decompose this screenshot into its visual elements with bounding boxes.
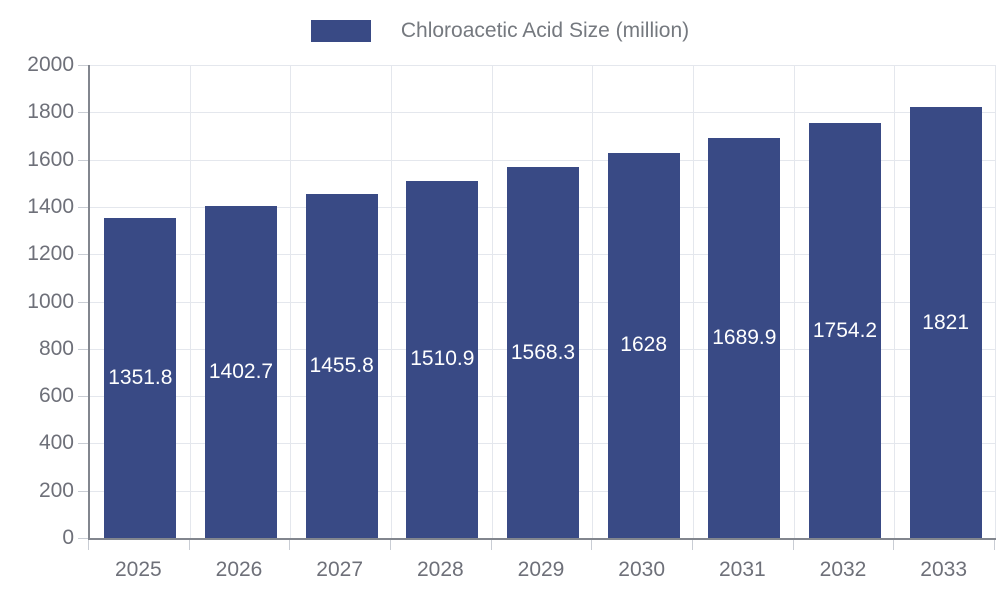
bar-value-label: 1351.8 bbox=[108, 366, 173, 390]
bar-value-label: 1821 bbox=[922, 310, 970, 334]
x-axis-label: 2031 bbox=[718, 558, 766, 581]
bar bbox=[909, 107, 982, 538]
y-axis-tick bbox=[78, 65, 88, 66]
y-axis-label: 1800 bbox=[27, 100, 74, 124]
gridline-vertical bbox=[592, 65, 594, 538]
x-axis-tick bbox=[390, 540, 391, 550]
y-axis-tick bbox=[78, 490, 88, 492]
bar bbox=[507, 167, 579, 538]
gridline-horizontal bbox=[90, 112, 996, 114]
x-axis-tick bbox=[188, 540, 190, 550]
y-axis-tick bbox=[78, 254, 88, 256]
gridline-vertical bbox=[189, 65, 191, 538]
bar-value-label: 1754.2 bbox=[812, 318, 878, 342]
bar-value-label: 1402.7 bbox=[208, 360, 274, 384]
y-axis-tick bbox=[78, 396, 88, 398]
gridline-vertical bbox=[693, 65, 694, 538]
y-axis-tick bbox=[78, 112, 88, 114]
y-axis-label: 400 bbox=[38, 431, 74, 455]
y-axis-label: 600 bbox=[38, 384, 74, 408]
x-axis-label: 2027 bbox=[316, 558, 364, 581]
x-axis-label: 2029 bbox=[517, 558, 565, 581]
x-axis-label: 2028 bbox=[416, 558, 464, 581]
x-axis-tick bbox=[893, 540, 895, 550]
x-axis-label: 2025 bbox=[114, 558, 162, 581]
y-axis-label: 800 bbox=[38, 336, 74, 360]
legend[interactable]: Chloroacetic Acid Size (million) bbox=[0, 20, 1000, 42]
gridline-vertical bbox=[491, 65, 493, 538]
y-axis-label: 2000 bbox=[27, 53, 74, 76]
y-axis-label: 1000 bbox=[27, 289, 74, 313]
y-axis-tick bbox=[78, 443, 88, 445]
x-axis-label: 2026 bbox=[215, 558, 263, 581]
x-axis-label: 2033 bbox=[920, 558, 968, 581]
x-axis-tick bbox=[792, 540, 794, 550]
x-axis-tick bbox=[88, 540, 89, 550]
bar bbox=[406, 180, 479, 538]
bar-value-label: 1628 bbox=[620, 333, 668, 357]
gridline-vertical bbox=[995, 65, 996, 538]
x-axis-tick bbox=[591, 540, 593, 550]
gridline-vertical bbox=[793, 65, 795, 538]
legend-swatch bbox=[310, 20, 371, 42]
bar-value-label: 1568.3 bbox=[510, 340, 576, 364]
legend-label: Chloroacetic Acid Size (million) bbox=[400, 19, 690, 42]
gridline-horizontal bbox=[90, 159, 996, 161]
plot-area: 1351.8 1402.7 1455.8 1510.9 1568.3 1628 1689.9… bbox=[88, 65, 996, 540]
y-axis-label: 0 bbox=[62, 526, 74, 549]
bar bbox=[305, 193, 378, 538]
bar-value-label: 1455.8 bbox=[309, 353, 374, 377]
x-axis-tick bbox=[490, 540, 492, 550]
y-axis-tick bbox=[78, 538, 88, 539]
gridline-horizontal bbox=[90, 65, 996, 66]
bar-value-label: 1689.9 bbox=[712, 326, 777, 350]
x-axis-label: 2030 bbox=[618, 558, 666, 581]
x-axis-tick bbox=[692, 540, 693, 550]
y-axis-label: 1400 bbox=[27, 194, 74, 218]
bar bbox=[104, 218, 177, 538]
gridline-vertical bbox=[391, 65, 392, 538]
y-axis-tick bbox=[78, 301, 88, 303]
y-axis-tick bbox=[78, 159, 88, 161]
bar-value-label: 1510.9 bbox=[410, 347, 475, 371]
bar bbox=[809, 123, 881, 538]
y-axis-label: 1600 bbox=[27, 147, 74, 171]
bar bbox=[607, 152, 680, 538]
y-axis-tick bbox=[78, 206, 88, 208]
x-axis-tick bbox=[994, 540, 995, 550]
gridline-vertical bbox=[290, 65, 292, 538]
y-axis-tick bbox=[78, 348, 88, 350]
x-axis-tick bbox=[289, 540, 291, 550]
x-axis-label: 2032 bbox=[819, 558, 867, 581]
y-axis-label: 1200 bbox=[27, 242, 74, 266]
bar bbox=[205, 206, 277, 538]
bar bbox=[708, 138, 781, 538]
y-axis-label: 200 bbox=[38, 478, 74, 502]
gridline-vertical bbox=[894, 65, 896, 538]
